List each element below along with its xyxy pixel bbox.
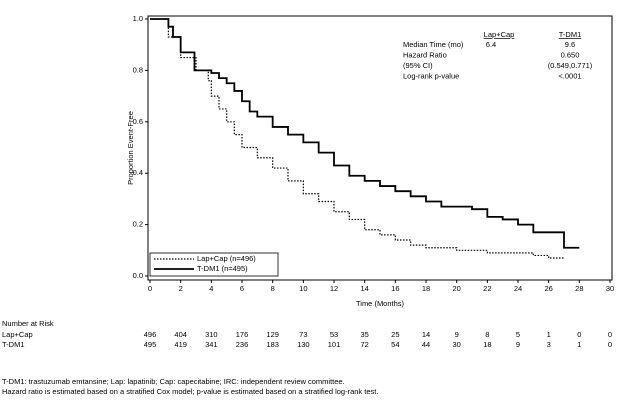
x-tick-label: 26: [544, 284, 552, 293]
y-tick-label: 0.4: [133, 168, 143, 177]
legend-label: T-DM1 (n=495): [197, 264, 248, 273]
y-tick-label: 0.2: [133, 220, 143, 229]
risk-count: 9: [516, 340, 520, 349]
stats-value: 0.650: [561, 50, 580, 59]
risk-count: 73: [299, 330, 307, 339]
risk-count: 1: [547, 330, 551, 339]
risk-count: 129: [266, 330, 279, 339]
risk-count: 183: [266, 340, 279, 349]
risk-count: 0: [608, 340, 612, 349]
x-tick-label: 18: [422, 284, 430, 293]
risk-count: 0: [577, 330, 581, 339]
risk-count: 18: [483, 340, 491, 349]
stats-label: Log-rank p-value: [403, 71, 459, 80]
x-tick-label: 20: [452, 284, 460, 293]
stats-value: <.0001: [558, 71, 581, 80]
x-tick-label: 10: [299, 284, 307, 293]
risk-title: Number at Risk: [2, 319, 54, 328]
stats-value: 9.6: [565, 40, 575, 49]
stats-label: Median Time (mo): [403, 40, 464, 49]
risk-count: 44: [422, 340, 430, 349]
footnote: Hazard ratio is estimated based on a str…: [2, 387, 378, 396]
stats-value: (0.549,0.771): [548, 61, 593, 70]
risk-count: 495: [144, 340, 157, 349]
risk-count: 35: [360, 330, 368, 339]
stats-header: T-DM1: [559, 30, 582, 39]
x-tick-label: 4: [209, 284, 213, 293]
risk-count: 404: [174, 330, 187, 339]
stats-header: Lap+Cap: [484, 30, 515, 39]
risk-count: 130: [297, 340, 310, 349]
footnote: T-DM1: trastuzumab emtansine; Lap: lapat…: [2, 377, 345, 386]
stats-label: (95% CI): [403, 61, 433, 70]
risk-count: 25: [391, 330, 399, 339]
risk-count: 8: [485, 330, 489, 339]
stats-value: 6.4: [486, 40, 496, 49]
x-tick-label: 28: [575, 284, 583, 293]
risk-count: 1: [577, 340, 581, 349]
risk-label: Lap+Cap: [2, 330, 33, 339]
risk-count: 101: [328, 340, 341, 349]
x-tick-label: 12: [330, 284, 338, 293]
risk-count: 30: [452, 340, 460, 349]
survival-curve: [150, 18, 564, 259]
risk-count: 236: [236, 340, 249, 349]
risk-count: 5: [516, 330, 520, 339]
y-tick-label: 0.6: [133, 117, 143, 126]
x-tick-label: 8: [271, 284, 275, 293]
risk-count: 419: [174, 340, 187, 349]
risk-count: 9: [455, 330, 459, 339]
y-tick-label: 1.0: [133, 14, 143, 23]
risk-count: 310: [205, 330, 218, 339]
y-tick-label: 0.0: [133, 271, 143, 280]
y-tick-label: 0.8: [133, 65, 143, 74]
risk-count: 496: [144, 330, 157, 339]
risk-count: 72: [360, 340, 368, 349]
x-tick-label: 6: [240, 284, 244, 293]
risk-count: 54: [391, 340, 399, 349]
legend-label: Lap+Cap (n=496): [197, 254, 256, 263]
risk-count: 0: [608, 330, 612, 339]
x-tick-label: 2: [179, 284, 183, 293]
x-tick-label: 30: [606, 284, 614, 293]
y-axis-label: Proportion Event-Free: [126, 111, 135, 185]
x-tick-label: 22: [483, 284, 491, 293]
x-axis-label: Time (Months): [356, 299, 405, 308]
survival-curve: [150, 18, 580, 249]
plot-frame: [147, 15, 613, 281]
x-tick-label: 24: [514, 284, 522, 293]
risk-label: T-DM1: [2, 340, 25, 349]
stats-label: Hazard Ratio: [403, 50, 447, 59]
risk-count: 53: [330, 330, 338, 339]
x-tick-label: 0: [148, 284, 152, 293]
risk-count: 341: [205, 340, 218, 349]
risk-count: 3: [547, 340, 551, 349]
x-tick-label: 16: [391, 284, 399, 293]
risk-count: 14: [422, 330, 430, 339]
risk-count: 176: [236, 330, 249, 339]
x-tick-label: 14: [360, 284, 368, 293]
